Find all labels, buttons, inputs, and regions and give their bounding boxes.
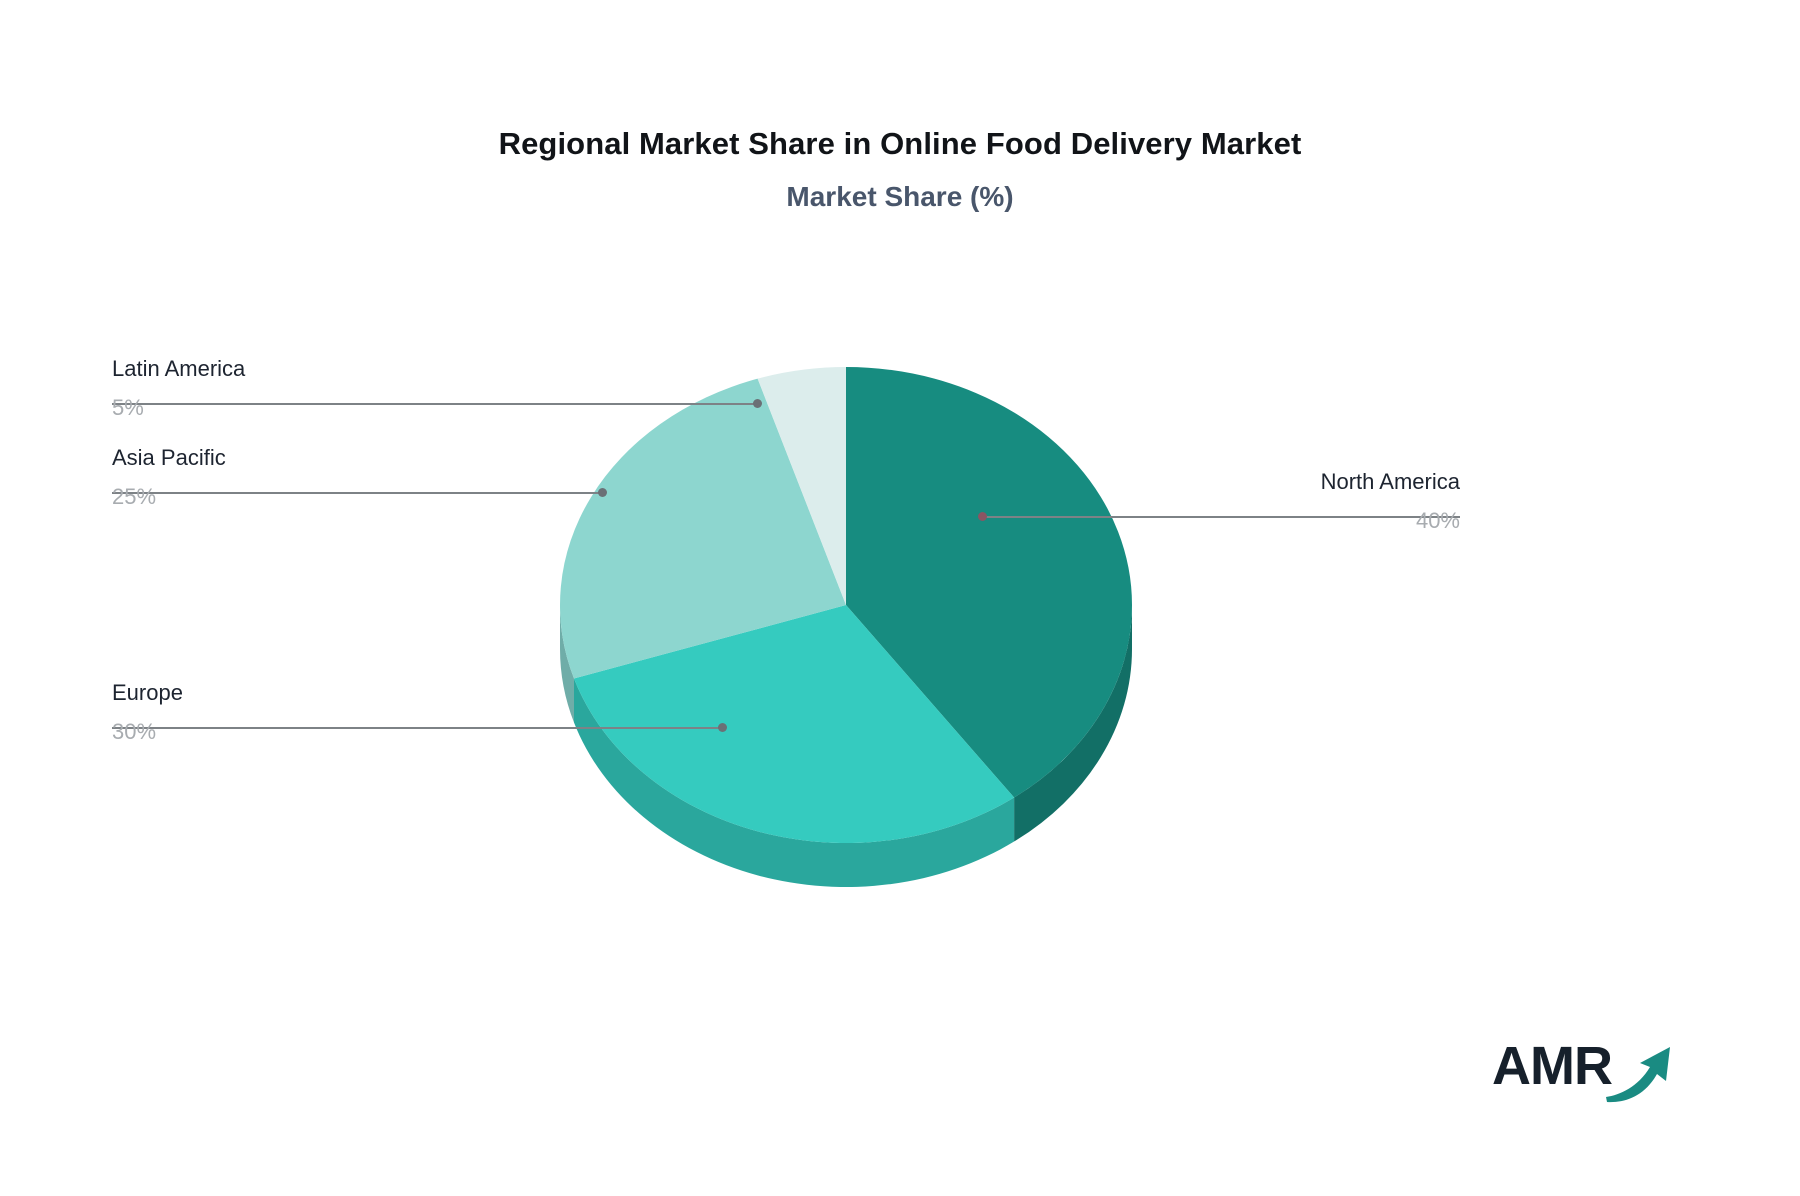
callout-asia-pacific: Asia Pacific 25% [112,444,604,510]
leader-dot-latin-america [753,399,762,408]
leader-dot-europe [718,723,727,732]
pie-slice-north-america[interactable] [846,367,1132,798]
chart-title: Regional Market Share in Online Food Del… [498,126,1302,161]
leader-dot-north-america [978,512,987,521]
leader-line-north-america [982,516,1460,518]
callout-label-asia-pacific: Asia Pacific [112,445,226,470]
leader-dot-asia-pacific [598,488,607,497]
callout-europe: Europe 30% [112,679,724,745]
callout-value-asia-pacific: 25% [112,483,157,509]
callout-label-latin-america: Latin America [112,356,246,381]
pie-slice-latin-america[interactable] [757,367,846,605]
title-block: Regional Market Share in Online Food Del… [0,125,1800,214]
amr-logo-text: AMR [1492,1036,1613,1096]
pie-slices [560,367,1132,843]
growth-arrow-icon [1606,1047,1670,1103]
callout-north-america: North America 40% [1160,468,1460,534]
leader-line-europe [112,727,722,729]
pie-slice-side-europe [573,678,1015,887]
callout-value-europe: 30% [112,718,157,744]
callout-label-europe: Europe [112,680,183,705]
callout-value-latin-america: 5% [112,394,144,420]
callout-value-north-america: 40% [1415,507,1460,533]
pie-depth-walls [560,605,1132,887]
pie-slice-side-north-america [1014,605,1132,842]
pie-slice-side-asia-pacific [560,605,574,723]
leader-line-asia-pacific [112,492,602,494]
amr-logo: AMR [1492,1035,1672,1115]
callout-label-north-america: North America [1320,469,1460,494]
pie-slice-asia-pacific[interactable] [560,378,846,679]
pie-chart [560,360,1240,940]
pie-svg [560,367,1132,887]
callout-latin-america: Latin America 5% [112,355,672,421]
chart-subtitle: Market Share (%) [786,181,1014,213]
pie-slice-europe[interactable] [573,605,1015,843]
leader-line-latin-america [112,403,757,405]
